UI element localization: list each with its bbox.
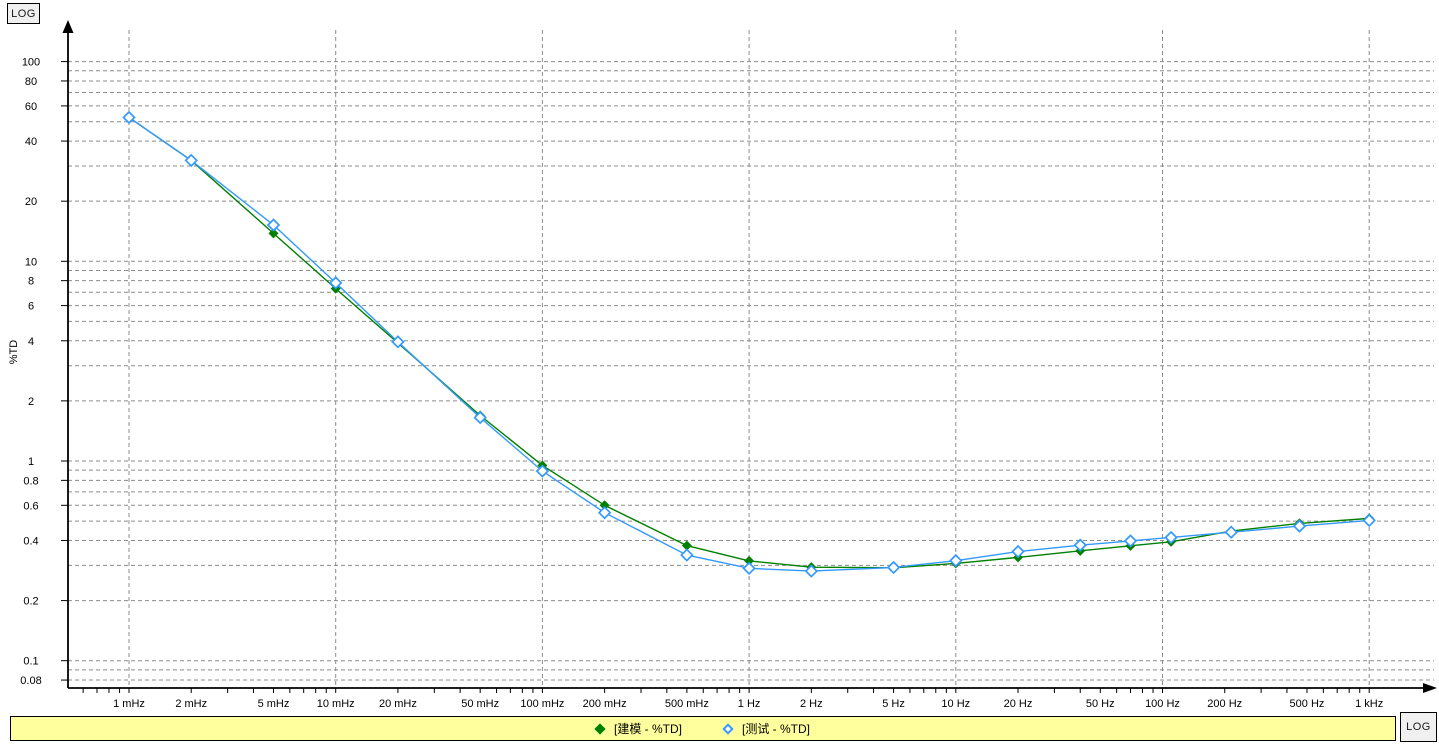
legend-label-model: [建模 - %TD] bbox=[614, 722, 682, 736]
legend-label-test: [测试 - %TD] bbox=[742, 722, 810, 736]
data-point-marker bbox=[391, 335, 405, 349]
y-axis-tick-label: 0.4 bbox=[23, 535, 38, 547]
x-axis-tick-label: 1 kHz bbox=[1355, 698, 1383, 710]
x-axis-arrow-icon bbox=[1423, 683, 1437, 693]
x-axis-tick-label: 5 Hz bbox=[882, 698, 905, 710]
x-axis-tick-label: 10 mHz bbox=[317, 698, 355, 710]
series-line-0 bbox=[128, 116, 1370, 569]
x-axis-tick-label: 1 mHz bbox=[113, 698, 145, 710]
y-axis-tick-label: 0.6 bbox=[23, 500, 38, 512]
data-point-marker bbox=[268, 228, 279, 239]
data-point-marker bbox=[1011, 544, 1025, 559]
data-point-marker bbox=[1164, 530, 1178, 545]
x-axis-tick-label: 500 Hz bbox=[1290, 698, 1325, 710]
x-axis-tick-label: 100 mHz bbox=[520, 698, 564, 710]
data-point-marker bbox=[473, 410, 487, 425]
x-axis-tick-label: 500 mHz bbox=[665, 698, 709, 710]
data-point-marker bbox=[886, 560, 901, 575]
x-axis-tick-label: 2 mHz bbox=[175, 698, 207, 710]
y-axis-tick-label: 2 bbox=[28, 396, 34, 408]
y-axis-tick-label: 6 bbox=[28, 301, 34, 313]
data-point-marker bbox=[744, 555, 755, 566]
y-axis-tick-label: 0.1 bbox=[23, 656, 38, 668]
y-axis-tick-label: 80 bbox=[25, 76, 37, 88]
data-point-marker bbox=[1123, 534, 1138, 548]
y-axis-tick-label: 40 bbox=[25, 136, 37, 148]
y-axis-tick-label: 1 bbox=[28, 456, 34, 468]
data-point-marker bbox=[535, 464, 550, 478]
y-axis-tick-label: 4 bbox=[28, 336, 34, 348]
data-point-marker bbox=[328, 276, 343, 290]
data-point-marker bbox=[681, 540, 692, 551]
y-axis-title: %TD bbox=[8, 339, 20, 365]
data-point-marker bbox=[1073, 538, 1087, 552]
log-scale-button-y[interactable]: LOG bbox=[7, 3, 40, 24]
data-point-marker bbox=[680, 548, 694, 562]
data-point-marker bbox=[1362, 513, 1376, 528]
test-series-marker-icon bbox=[722, 722, 734, 735]
data-point-marker bbox=[1292, 519, 1307, 533]
y-axis-tick-label: 20 bbox=[25, 196, 37, 208]
x-axis-tick-label: 20 mHz bbox=[379, 698, 417, 710]
y-axis-tick-label: 60 bbox=[25, 101, 37, 113]
log-scale-button-x[interactable]: LOG bbox=[1400, 712, 1437, 742]
data-point-marker bbox=[1224, 525, 1238, 539]
data-point-marker bbox=[122, 110, 136, 125]
y-axis-tick-label: 0.8 bbox=[23, 475, 38, 487]
legend-bar: [建模 - %TD] [测试 - %TD] bbox=[10, 716, 1396, 741]
x-axis-tick-label: 10 Hz bbox=[941, 698, 970, 710]
y-axis-tick-label: 0.2 bbox=[23, 596, 38, 608]
x-axis-tick-label: 100 Hz bbox=[1145, 698, 1180, 710]
y-axis-tick-label: 10 bbox=[25, 256, 37, 268]
data-point-marker bbox=[184, 153, 198, 168]
x-axis-tick-label: 2 Hz bbox=[800, 698, 823, 710]
data-point-marker bbox=[949, 553, 963, 568]
data-point-marker bbox=[742, 561, 756, 576]
model-series-marker-icon bbox=[594, 722, 606, 735]
data-point-marker bbox=[266, 218, 281, 232]
y-axis-tick-label: 0.08 bbox=[20, 675, 41, 687]
y-axis-arrow-icon bbox=[62, 20, 74, 33]
y-axis-tick-label: 8 bbox=[28, 276, 34, 288]
data-point-marker bbox=[599, 500, 610, 511]
x-axis-tick-label: 200 Hz bbox=[1207, 698, 1242, 710]
x-axis-tick-label: 50 Hz bbox=[1086, 698, 1115, 710]
legend-item-model[interactable]: [建模 - %TD] bbox=[594, 720, 682, 737]
x-axis-tick-label: 5 mHz bbox=[258, 698, 290, 710]
x-axis-tick-label: 1 Hz bbox=[738, 698, 761, 710]
y-axis-tick-label: 100 bbox=[22, 57, 40, 69]
x-axis-tick-label: 50 mHz bbox=[461, 698, 499, 710]
data-point-marker bbox=[804, 564, 819, 578]
data-point-marker bbox=[597, 505, 612, 520]
series-line-1 bbox=[128, 116, 1370, 572]
x-axis-tick-label: 20 Hz bbox=[1004, 698, 1033, 710]
x-axis-tick-label: 200 mHz bbox=[583, 698, 627, 710]
legend-item-test[interactable]: [测试 - %TD] bbox=[722, 720, 810, 737]
